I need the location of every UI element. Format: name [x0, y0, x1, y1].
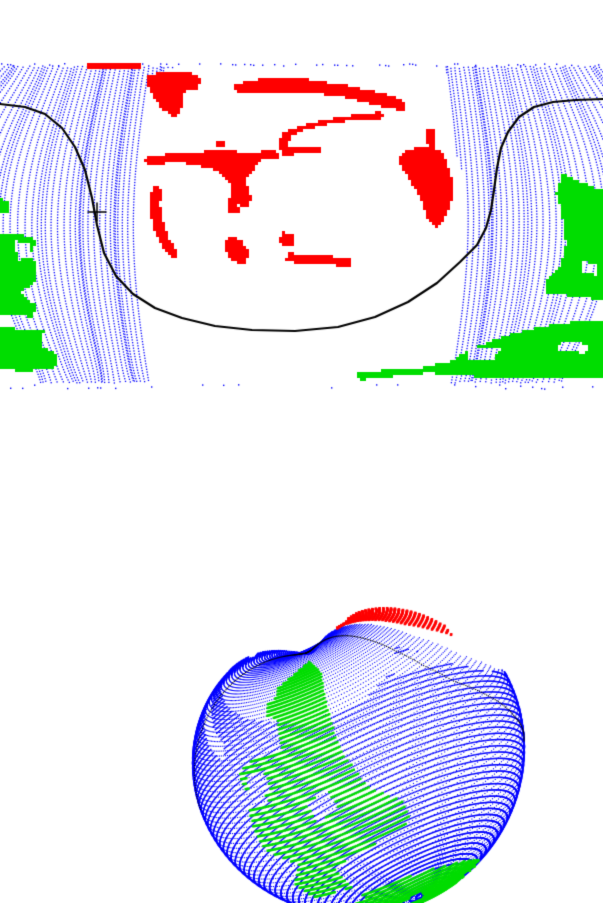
shell-3d-panel [0, 430, 603, 903]
map-projection-panel [0, 0, 603, 430]
